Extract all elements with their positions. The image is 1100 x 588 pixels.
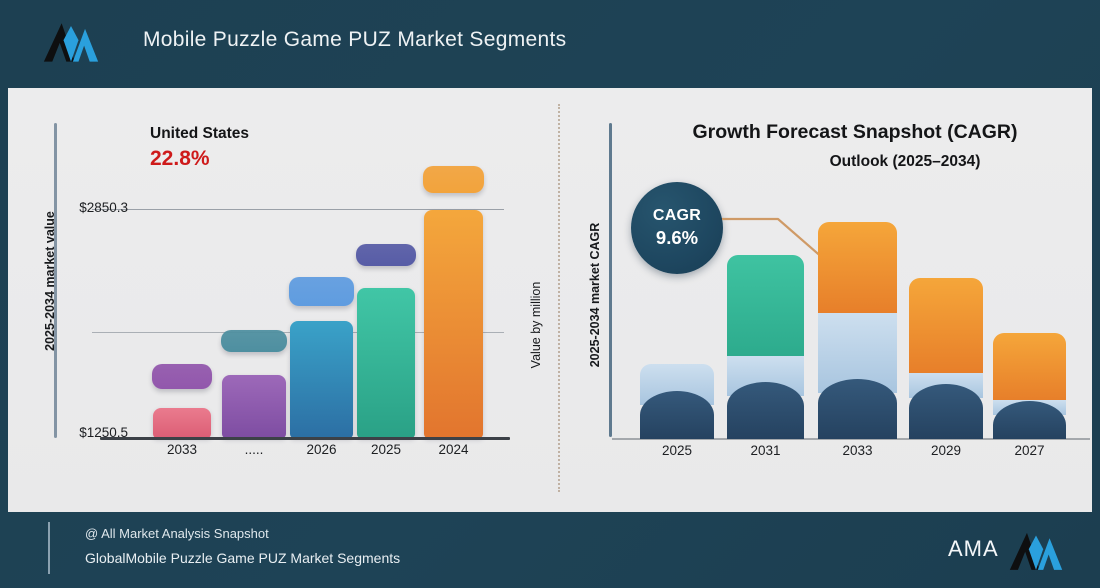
x-label-2024: 2024 xyxy=(438,442,469,457)
footer-credit: @ All Market Analysis Snapshot xyxy=(85,526,269,541)
left-chart-highlight-value: 22.8% xyxy=(150,147,210,170)
right-chart-subtitle: Outlook (2025–2034) xyxy=(829,153,981,170)
left-bar-cap-2026 xyxy=(289,277,354,306)
ama-logo-icon xyxy=(1009,532,1063,570)
segment-orange-2029 xyxy=(909,278,983,373)
left-x-axis-line xyxy=(100,437,510,440)
x-label-2031: 2031 xyxy=(750,443,781,458)
left-bar-cap-2033 xyxy=(152,364,212,389)
ama-logo-icon xyxy=(43,23,99,62)
segment-navy-2031 xyxy=(727,382,804,439)
right-y-axis-line xyxy=(609,123,612,437)
left-bar-2026 xyxy=(290,321,353,438)
right-chart-plot-area: 2025 2031 2850.3 2033 2029 2027 xyxy=(8,88,1092,512)
cagr-badge: CAGR 9.6% xyxy=(631,182,723,274)
segment-orange-2027 xyxy=(993,333,1066,400)
x-label-2033: 2033 xyxy=(166,442,198,457)
left-bar-2025 xyxy=(357,288,415,438)
y-tick-2850: $2850.3 xyxy=(79,200,128,215)
footer-brand-text: AMA xyxy=(948,536,999,561)
segment-teal-2031 xyxy=(727,255,804,356)
left-bar-cap-..... xyxy=(221,330,287,352)
callout-connector-line xyxy=(722,217,833,267)
cagr-badge-label: CAGR xyxy=(652,207,702,224)
segment-navy-2025 xyxy=(640,391,714,439)
footer-band: @ All Market Analysis Snapshot GlobalMob… xyxy=(0,512,1100,588)
right-bar-2027 xyxy=(993,333,1066,439)
x-label-2026: 2026 xyxy=(306,442,337,457)
left-bar-2024 xyxy=(424,210,483,438)
segment-navy-2033 xyxy=(818,379,897,439)
right-chart-title: Growth Forecast Snapshot (CAGR) xyxy=(692,121,1018,143)
right-bar-2029 xyxy=(909,278,983,439)
right-bar-2025 xyxy=(640,364,714,439)
gridline-upper xyxy=(92,209,504,211)
x-label-2027: 2027 xyxy=(1014,443,1045,458)
x-label-2025: 2025 xyxy=(661,443,693,458)
left-bar-cap-2025 xyxy=(356,244,416,266)
left-bar-..... xyxy=(222,375,286,438)
segment-orange-2033 xyxy=(818,222,897,313)
cagr-badge-value: 9.6% xyxy=(655,227,699,248)
left-bar-cap-2024 xyxy=(423,166,484,193)
x-label-2029: 2029 xyxy=(930,443,962,458)
y-tick-1250: $1250.5 xyxy=(79,425,128,440)
right-bar-2031 xyxy=(727,255,804,439)
header-band: Mobile Puzzle Game PUZ Market Segments xyxy=(0,0,1100,88)
footer-divider xyxy=(48,522,50,574)
section-divider-dotted xyxy=(558,104,560,492)
left-chart-title: United States xyxy=(150,125,250,142)
segment-navy-2029 xyxy=(909,384,983,439)
left-y-axis-line xyxy=(54,123,57,438)
x-label-.....: ..... xyxy=(244,442,264,457)
charts-panel: 2025-2034 market value United States 22.… xyxy=(8,88,1092,512)
left-bar-2033 xyxy=(153,408,211,438)
x-label-2033: 2033 xyxy=(842,443,873,458)
right-bar-2033: 2850.3 xyxy=(818,222,897,439)
page-title: Mobile Puzzle Game PUZ Market Segments xyxy=(143,28,567,51)
x-label-2025: 2025 xyxy=(370,442,402,457)
footer-report-title: GlobalMobile Puzzle Game PUZ Market Segm… xyxy=(85,550,401,566)
left-chart-plot-area: 2033..... 2026 2025 2024 xyxy=(8,88,560,512)
segment-navy-2027 xyxy=(993,401,1066,439)
